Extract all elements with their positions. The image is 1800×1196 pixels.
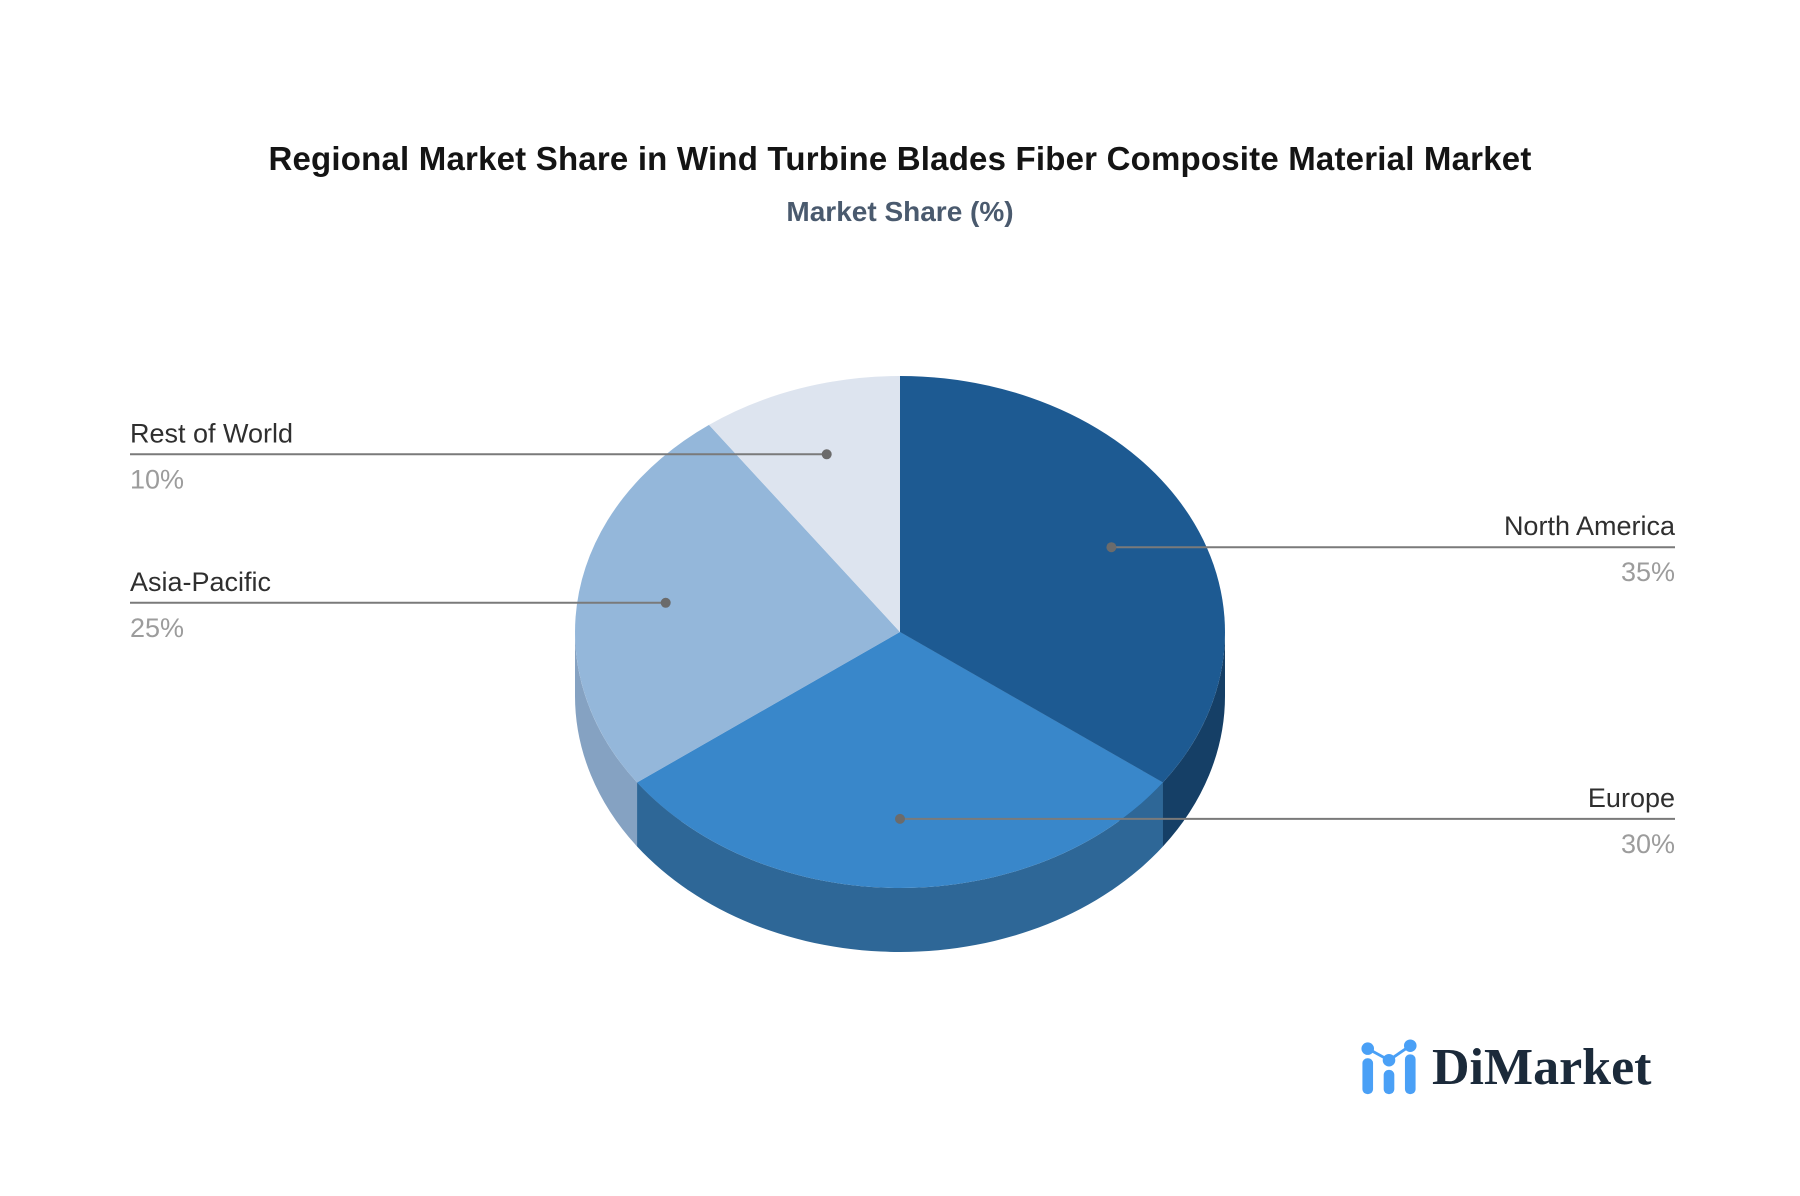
pie-slice-rest-of-world	[709, 376, 900, 632]
label-dot-north-america	[1106, 542, 1117, 553]
label-dot-rest-of-world	[821, 449, 832, 460]
label-dot-asia-pacific	[660, 597, 671, 608]
pie-slice-side-asia-pacific	[575, 632, 638, 847]
slice-label-asia-pacific: Asia-Pacific	[130, 567, 271, 597]
brand-logo-text: DiMarket	[1432, 1039, 1652, 1096]
pie-slice-asia-pacific	[575, 424, 900, 783]
bar-line-chart-icon	[1361, 1039, 1417, 1095]
slice-pct-rest-of-world: 10%	[130, 464, 184, 494]
chart-title: Regional Market Share in Wind Turbine Bl…	[268, 140, 1532, 177]
slice-pct-north-america: 35%	[1621, 557, 1675, 587]
label-dot-europe	[895, 813, 905, 824]
slice-label-north-america: North America	[1504, 511, 1676, 541]
pie-slice-europe	[637, 632, 1163, 888]
slice-pct-europe: 30%	[1621, 829, 1675, 859]
brand-logo: DiMarket	[1360, 1038, 1651, 1096]
pie-slice-side-north-america	[1162, 632, 1225, 847]
slice-pct-asia-pacific: 25%	[130, 613, 184, 643]
slice-label-europe: Europe	[1588, 783, 1675, 813]
pie-slice-north-america	[900, 376, 1225, 783]
slice-label-rest-of-world: Rest of World	[130, 418, 293, 448]
chart-subtitle: Market Share (%)	[786, 196, 1014, 227]
pie-slice-side-europe	[637, 782, 1163, 952]
